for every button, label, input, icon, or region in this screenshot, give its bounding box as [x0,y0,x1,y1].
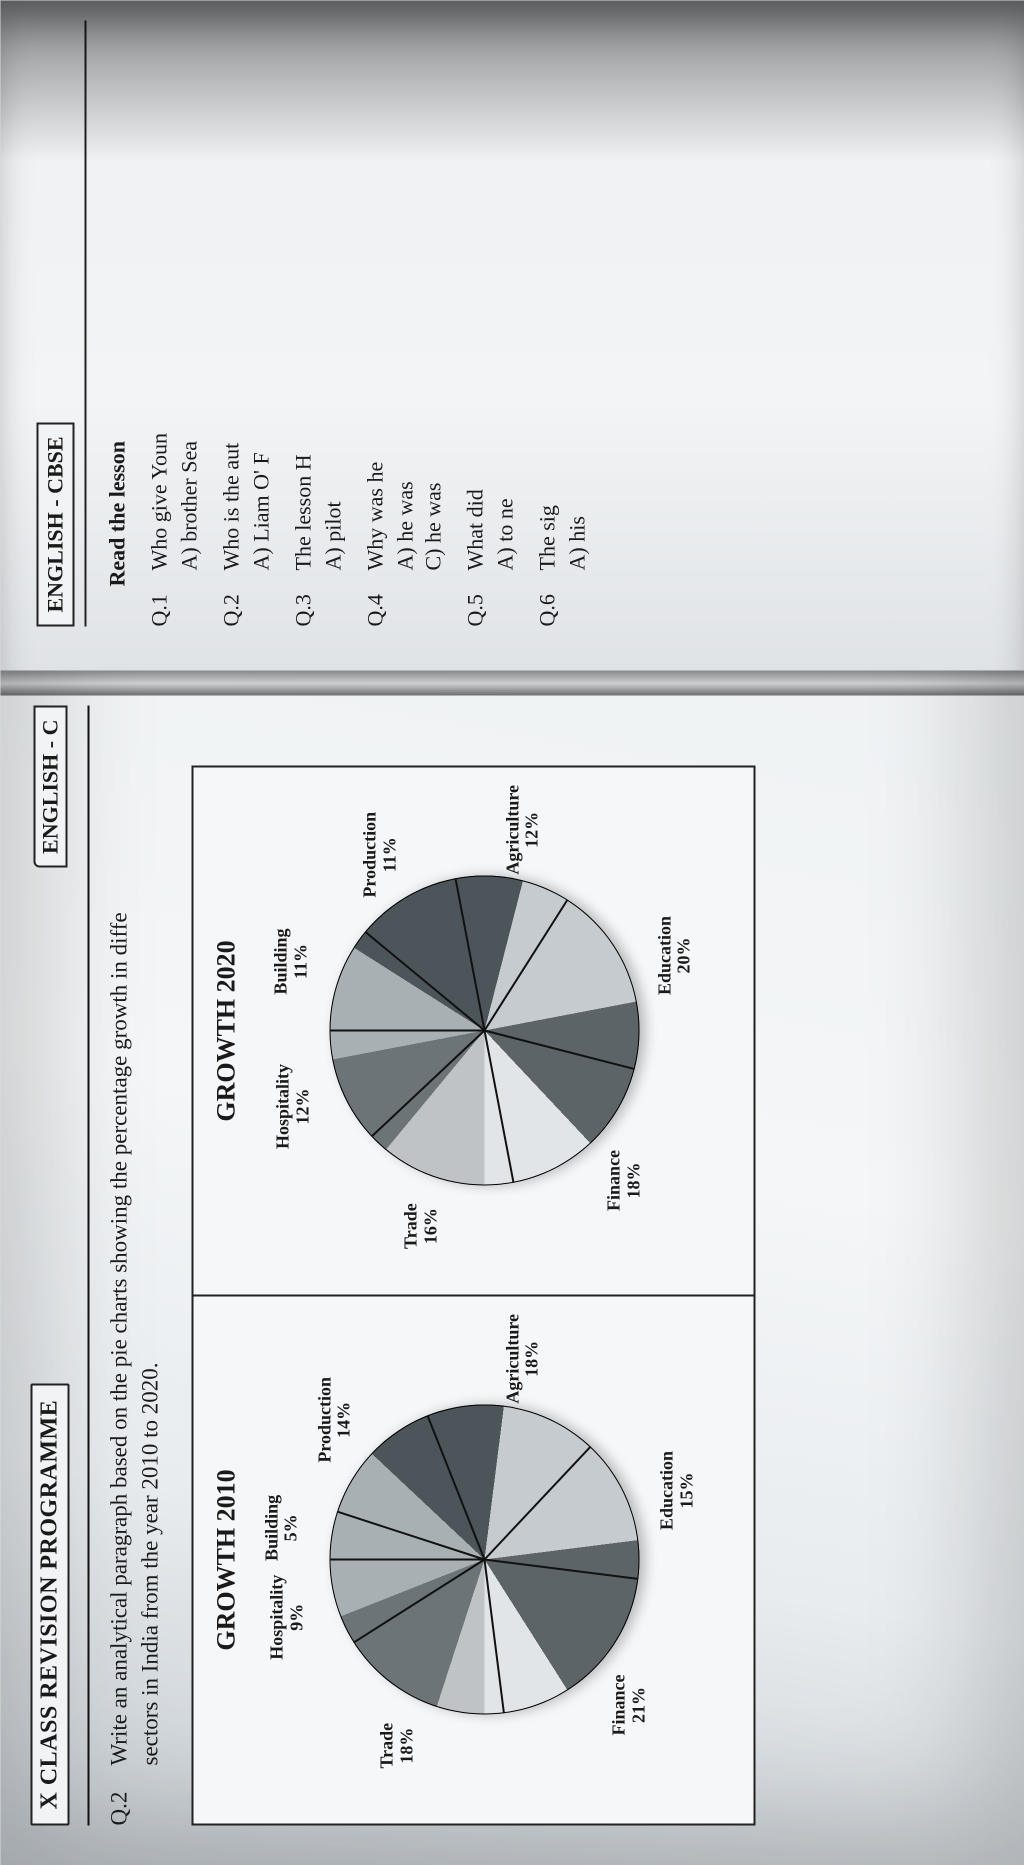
slice-divider [484,1559,638,1580]
right-qtext: What did [462,489,487,570]
slice-divider [483,1559,504,1713]
right-question: Q.4Why was he [362,20,388,626]
slice-divider [353,1559,485,1644]
question-number: Q.2 [103,1765,165,1825]
right-question: Q.2Who is the aut [218,20,244,626]
slice-label: Production14% [315,1376,355,1462]
slice-divider [483,1446,591,1560]
slice-divider [483,899,568,1031]
right-option: A) he was [392,20,418,570]
right-qtext: The sig [534,505,559,570]
slice-label: Production11% [360,811,400,897]
right-qtext: Who give Youn [146,432,171,570]
slice-divider [426,1415,485,1560]
right-question: Q.5What did [462,20,488,626]
right-qnum: Q.3 [290,570,316,626]
right-divider [84,20,86,626]
chart-2020-title: GROWTH 2020 [211,777,241,1284]
slice-divider [329,1030,484,1032]
slice-label: Trade16% [401,1203,441,1249]
slice-label: Finance18% [604,1149,644,1210]
slice-divider [329,1559,484,1561]
question-text-line1: Write an analytical paragraph based on t… [106,912,131,1765]
slice-divider [336,1511,484,1561]
programme-title: X CLASS REVISION PROGRAMME [30,1383,69,1825]
pie-disc [329,1405,639,1715]
title-bar: X CLASS REVISION PROGRAMME ENGLISH - C [30,705,69,1825]
scanned-page: X CLASS REVISION PROGRAMME ENGLISH - C Q… [0,0,1024,1865]
slice-divider [370,1030,484,1138]
divider [87,705,89,1825]
slice-label: Building11% [271,928,311,994]
right-qnum: Q.2 [218,570,244,626]
right-option: A) pilot [320,20,346,570]
slice-divider [484,1030,635,1070]
right-qtext: The lesson H [290,454,315,570]
chart-2010-title: GROWTH 2010 [211,1306,241,1813]
right-option: A) brother Sea [176,20,202,570]
read-lesson-heading: Read the lesson [104,20,130,586]
right-qnum: Q.6 [534,570,560,626]
right-qnum: Q.1 [146,570,172,626]
right-option: C) he was [420,20,446,570]
slice-label: Education15% [657,1451,697,1530]
slice-label: Agriculture18% [503,1313,543,1403]
right-qtext: Who is the aut [218,442,243,570]
right-question: Q.1Who give Youn [146,20,172,626]
charts-container: GROWTH 2010 Building5% Production14% Agric… [191,765,755,1825]
right-page: ENGLISH - CBSE Read the lesson Q.1Who gi… [0,0,1024,670]
right-qnum: Q.5 [462,570,488,626]
right-option: A) his [564,20,590,570]
subject-badge: ENGLISH - C [33,705,67,867]
question-text: Write an analytical paragraph based on t… [103,705,165,1765]
slice-label: Building5% [262,1494,302,1560]
slice-label: Hospitality9% [267,1574,307,1659]
right-subject-badge: ENGLISH - CBSE [36,422,74,626]
right-qnum: Q.4 [362,570,388,626]
slice-label: Hospitality12% [273,1063,313,1148]
pie-2010: Building5%Production14%Agriculture18%Edu… [249,1345,719,1775]
pie-disc [329,876,639,1186]
slice-label: Finance21% [609,1674,649,1735]
chart-2010-panel: GROWTH 2010 Building5% Production14% Agric… [193,1294,753,1823]
right-qtext: Why was he [362,461,387,570]
question-block: Q.2 Write an analytical paragraph based … [103,705,165,1825]
slice-label: Education20% [655,916,695,995]
right-option: A) to ne [492,20,518,570]
right-question: Q.6The sig [534,20,560,626]
slice-label: Agriculture12% [503,784,543,874]
right-questions: Q.1Who give YounA) brother Sea Q.2Who is … [146,20,590,626]
right-option: A) Liam O' F [248,20,274,570]
question-text-line2: sectors in India from the year 2010 to 2… [137,1362,162,1765]
right-question: Q.3The lesson H [290,20,316,626]
slice-label: Trade18% [377,1722,417,1768]
slice-divider [483,1030,514,1183]
chart-2020-panel: GROWTH 2020 Building11%Production11%Agri… [193,767,753,1294]
pie-2020: Building11%Production11%Agriculture12%Ed… [249,816,719,1246]
left-column: X CLASS REVISION PROGRAMME ENGLISH - C Q… [30,705,755,1825]
